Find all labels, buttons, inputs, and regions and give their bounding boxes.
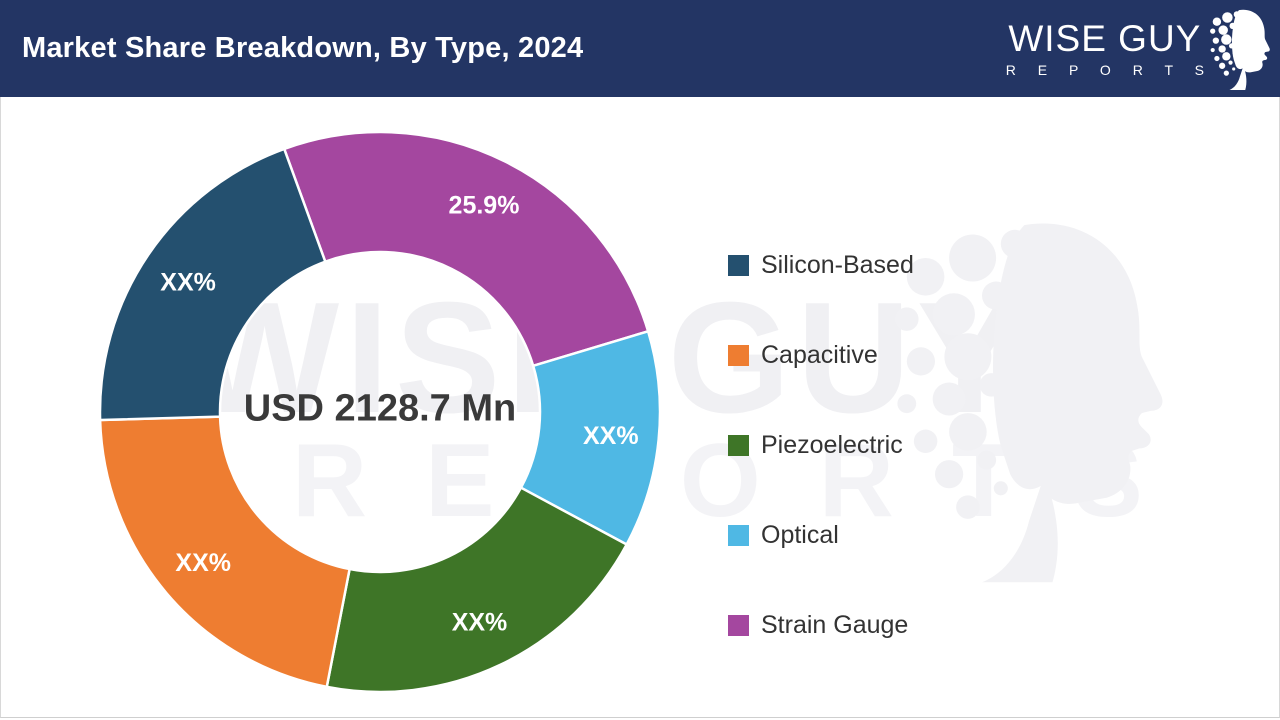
chart-center-value: USD 2128.7 Mn (243, 387, 517, 430)
legend-swatch-piezoelectric (728, 434, 749, 456)
legend-label-piezoelectric: Piezoelectric (761, 430, 903, 459)
donut-segment-piezoelectric (325, 486, 628, 694)
chart-legend: Silicon-Based Capacitive Piezoelectric Opti… (728, 248, 914, 698)
logo-subtitle: R E P O R T S (1005, 62, 1213, 78)
legend-swatch-strain-gauge (728, 614, 749, 636)
header-bar: Market Share Breakdown, By Type, 2024 WI… (0, 0, 1280, 97)
legend-item-capacitive: Capacitive (728, 338, 914, 372)
legend-label-strain-gauge: Strain Gauge (761, 610, 909, 639)
legend-item-silicon-based: Silicon-Based (728, 248, 914, 282)
donut-segment-silicon-based (98, 147, 327, 422)
wiseguy-face-icon (1208, 7, 1272, 91)
segment-label-piezoelectric: XX% (452, 609, 508, 637)
donut-segment-strain-gauge (282, 130, 650, 368)
logo-wordmark: WISE GUY (1008, 18, 1202, 59)
wiseguy-logo: WISE GUY R E P O R T S (1006, 7, 1272, 91)
legend-swatch-silicon-based (728, 254, 749, 276)
segment-label-optical: XX% (583, 422, 639, 450)
segment-label-strain-gauge: 25.9% (449, 192, 520, 220)
legend-swatch-capacitive (728, 344, 749, 366)
legend-label-capacitive: Capacitive (761, 340, 878, 369)
legend-label-optical: Optical (761, 520, 839, 549)
donut-segment-capacitive (98, 415, 351, 689)
page-title: Market Share Breakdown, By Type, 2024 (22, 32, 584, 64)
legend-swatch-optical (728, 524, 749, 546)
segment-label-silicon-based: XX% (160, 269, 216, 297)
legend-label-silicon-based: Silicon-Based (761, 250, 914, 279)
legend-item-strain-gauge: Strain Gauge (728, 608, 914, 642)
segment-label-capacitive: XX% (175, 549, 231, 577)
legend-item-optical: Optical (728, 518, 914, 552)
legend-item-piezoelectric: Piezoelectric (728, 428, 914, 462)
